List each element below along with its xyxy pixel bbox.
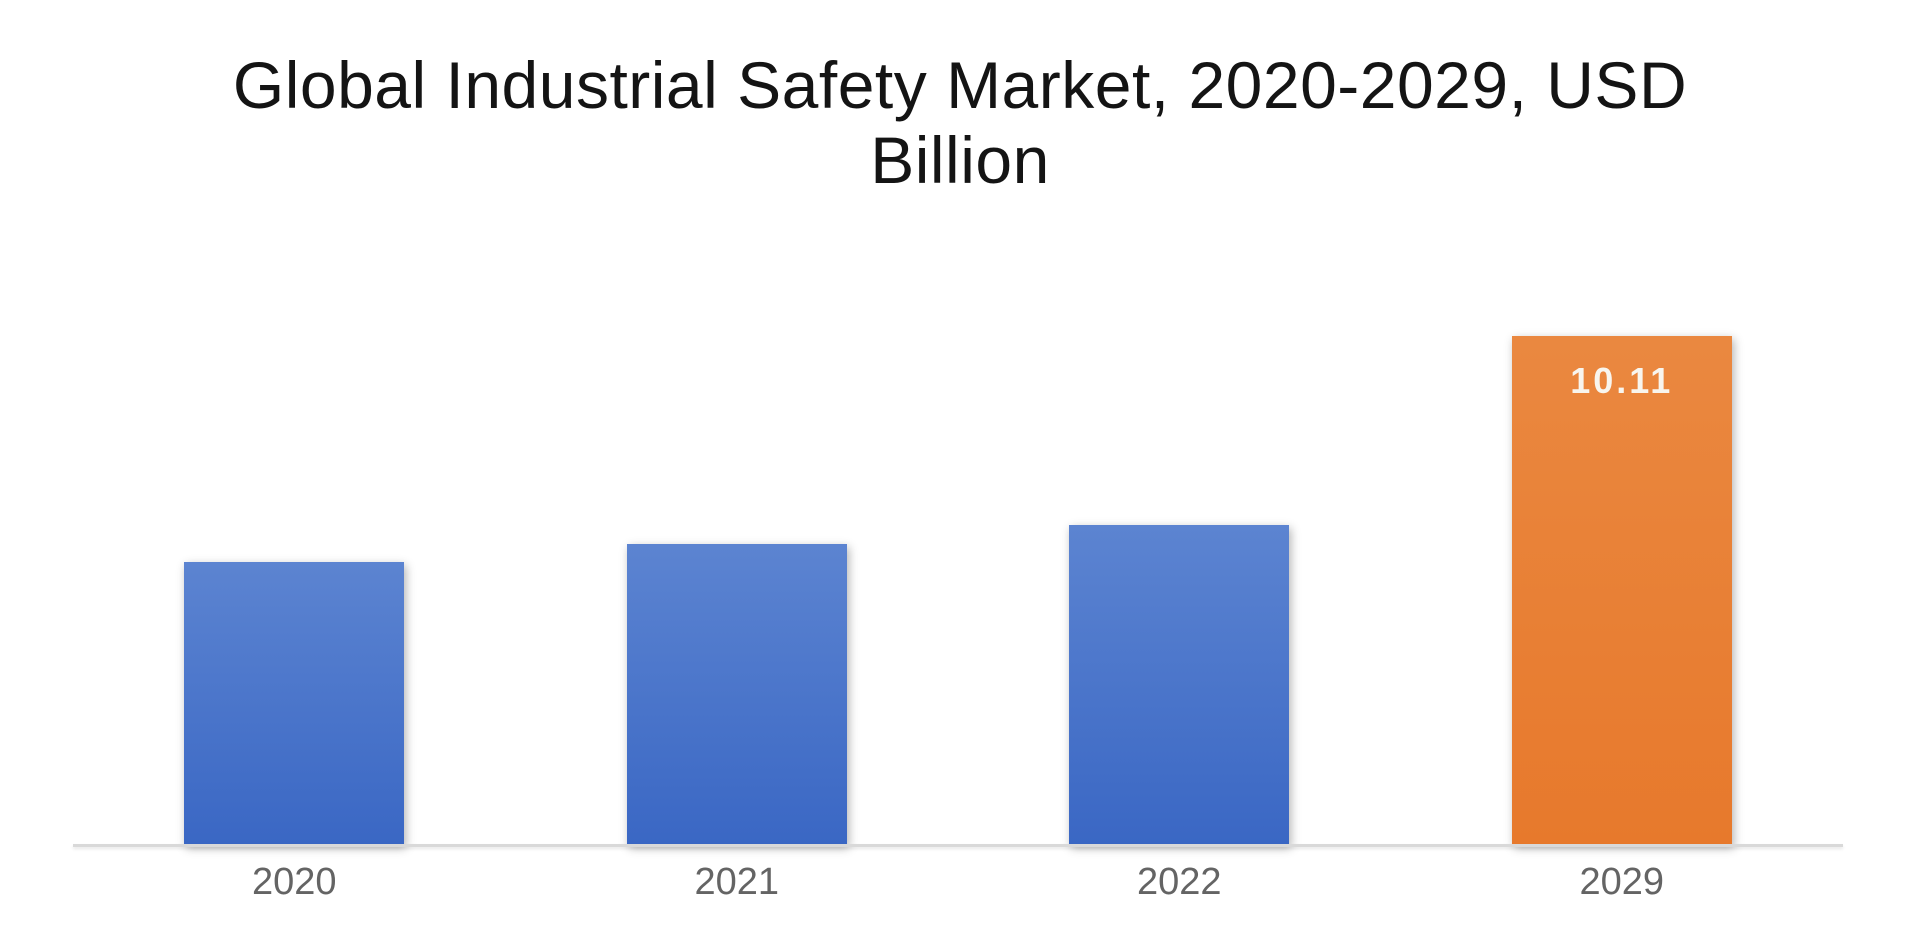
- x-axis: 2020 2021 2022 2029: [73, 861, 1843, 904]
- x-axis-label-2029: 2029: [1579, 861, 1665, 903]
- x-axis-label-2020: 2020: [251, 861, 337, 903]
- plot-area: 10.11: [73, 336, 1843, 845]
- bar-2022: [1069, 525, 1290, 845]
- x-axis-line: [73, 844, 1843, 847]
- x-axis-label-2022: 2022: [1136, 861, 1222, 903]
- bar-2029: 10.11: [1511, 336, 1732, 845]
- x-axis-label-2021: 2021: [694, 861, 780, 903]
- bar-slot-2021: [516, 336, 959, 845]
- bar-slot-2020: [73, 336, 516, 845]
- data-label-2029: 10.11: [1570, 360, 1674, 401]
- bar-slot-2029: 10.11: [1401, 336, 1844, 845]
- chart-title: Global Industrial Safety Market, 2020-20…: [232, 48, 1688, 197]
- bar-slot-2022: [958, 336, 1401, 845]
- bar-2021: [626, 544, 847, 845]
- bar-2020: [184, 562, 405, 845]
